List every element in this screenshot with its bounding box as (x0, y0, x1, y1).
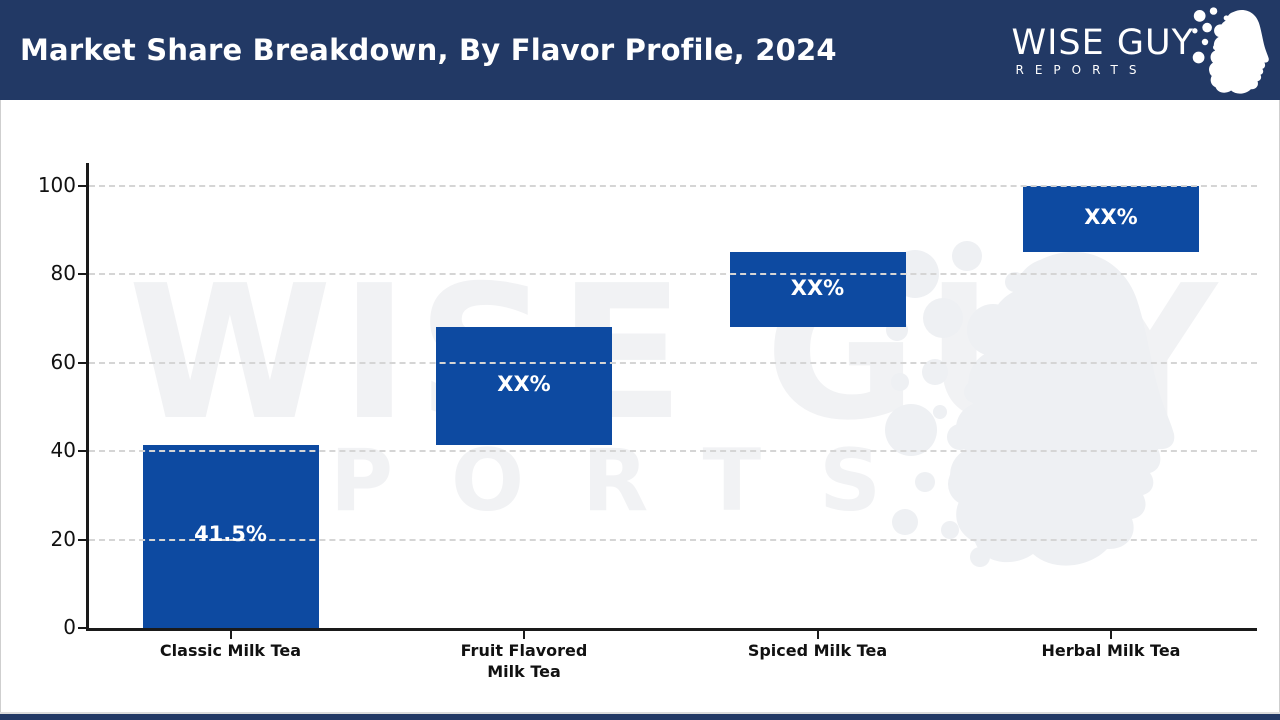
bar (729, 252, 906, 328)
x-tick-label: Spiced Milk Tea (698, 640, 938, 661)
watermark-reports: PORTS (330, 431, 940, 531)
y-tick-mark (78, 273, 86, 276)
y-gridline (89, 185, 1257, 187)
y-tick-label: 40 (50, 438, 76, 463)
x-tick-label: Fruit Flavored Milk Tea (404, 640, 644, 682)
x-tick-label: Herbal Milk Tea (991, 640, 1231, 661)
y-tick-label: 20 (50, 526, 76, 551)
footer-divider (0, 712, 1280, 714)
bar-value-label: 41.5% (194, 522, 267, 547)
logo-reports-text: REPORTS (1015, 62, 1148, 77)
x-tick-label-line: Milk Tea (487, 662, 561, 681)
x-tick-mark (816, 631, 819, 639)
y-tick-mark (78, 185, 86, 187)
y-tick-mark (78, 450, 86, 453)
x-tick-label-line: Herbal Milk Tea (1041, 641, 1181, 660)
y-gridline (89, 538, 1257, 541)
bar-value-label: XX% (790, 275, 845, 300)
y-tick-label: 0 (63, 615, 76, 639)
bar (1023, 186, 1199, 253)
header: Market Share Breakdown, By Flavor Profil… (0, 0, 1280, 100)
logo-head-icon (1192, 7, 1269, 94)
watermark-face-icon (885, 241, 1175, 567)
y-tick-label: 100 (37, 173, 76, 197)
x-tick-mark (1110, 631, 1112, 639)
page-title: Market Share Breakdown, By Flavor Profil… (20, 33, 837, 67)
y-gridline (89, 273, 1257, 276)
bar-value-label: XX% (1084, 205, 1138, 230)
y-tick-mark (78, 627, 86, 629)
x-tick-label-line: Spiced Milk Tea (747, 641, 888, 660)
y-gridline (89, 450, 1257, 453)
y-gridline (89, 361, 1257, 364)
y-tick-label: 80 (50, 261, 76, 286)
bar (142, 444, 319, 628)
x-tick-mark (523, 631, 525, 639)
brand-logo: WISE GUY REPORTS (1011, 2, 1270, 98)
bar-value-label: XX% (497, 372, 551, 396)
y-axis-line (86, 163, 89, 631)
footer-bar (0, 714, 1280, 720)
x-axis-line (86, 628, 1257, 631)
bar (436, 327, 612, 445)
y-tick-mark (78, 538, 86, 541)
x-tick-label: Classic Milk Tea (111, 640, 351, 661)
x-tick-label-line: Classic Milk Tea (159, 641, 302, 660)
y-tick-label: 60 (50, 349, 76, 374)
logo-wordmark-text: WISE GUY (1011, 22, 1194, 63)
x-tick-label-line: Fruit Flavored (460, 641, 588, 660)
logo-wordmark: WISE GUY REPORTS (1011, 24, 1194, 77)
y-tick-mark (78, 361, 86, 364)
x-tick-mark (229, 631, 232, 639)
